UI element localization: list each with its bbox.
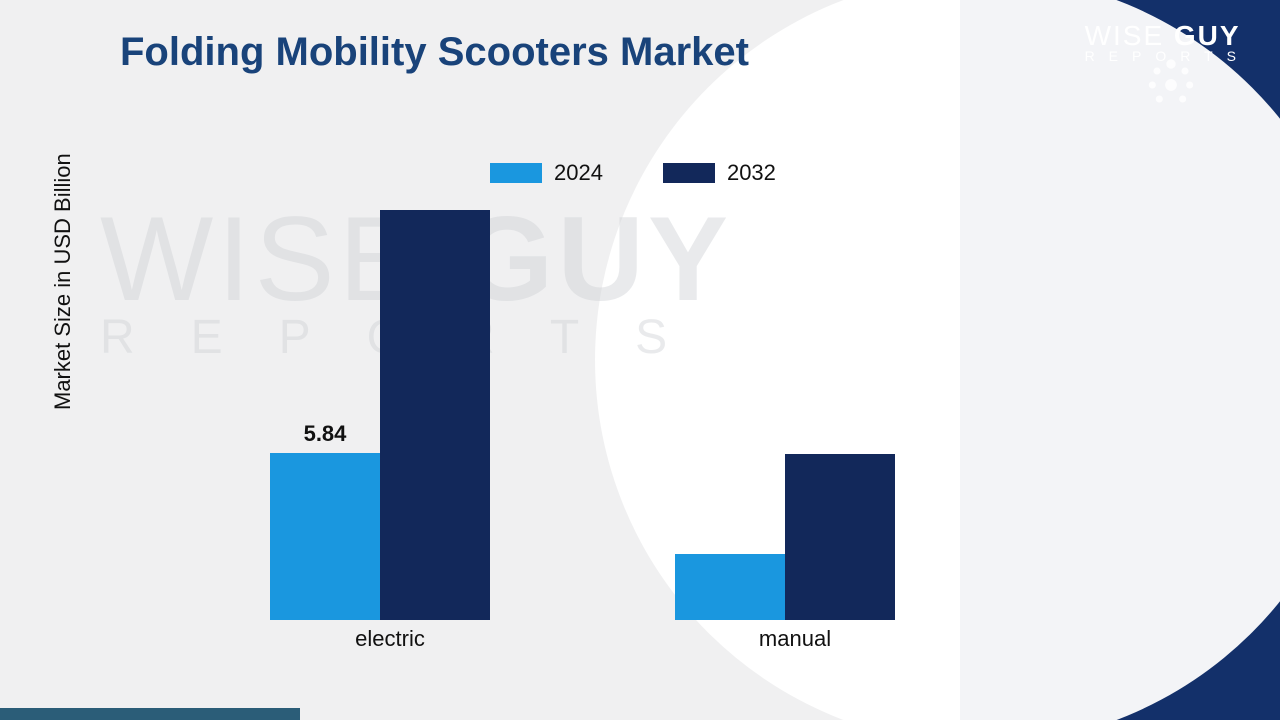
logo-word2: GUY	[1174, 20, 1241, 51]
y-axis-label: Market Size in USD Billion	[50, 153, 76, 410]
bar-manual-2024	[675, 554, 785, 620]
head-icon	[1136, 50, 1206, 120]
value-label-electric-2024: 5.84	[270, 421, 380, 447]
footer-accent-bar	[0, 708, 300, 720]
bar-manual-2032	[785, 454, 895, 620]
logo-word1: WISE	[1085, 20, 1165, 51]
bar-electric-2024	[270, 453, 380, 620]
brand-logo: WISE GUY REPORTS	[1085, 20, 1250, 64]
category-label-manual: manual	[675, 626, 915, 652]
chart-title: Folding Mobility Scooters Market	[120, 30, 749, 75]
bar-chart: Market Size in USD Billion 5.84 electric…	[100, 150, 950, 670]
category-label-electric: electric	[270, 626, 510, 652]
infographic-stage: WISE GUY REPORTS Folding Mobility Scoote…	[0, 0, 1280, 720]
plot-area: 5.84 electric manual	[130, 190, 950, 620]
bar-electric-2032	[380, 210, 490, 620]
